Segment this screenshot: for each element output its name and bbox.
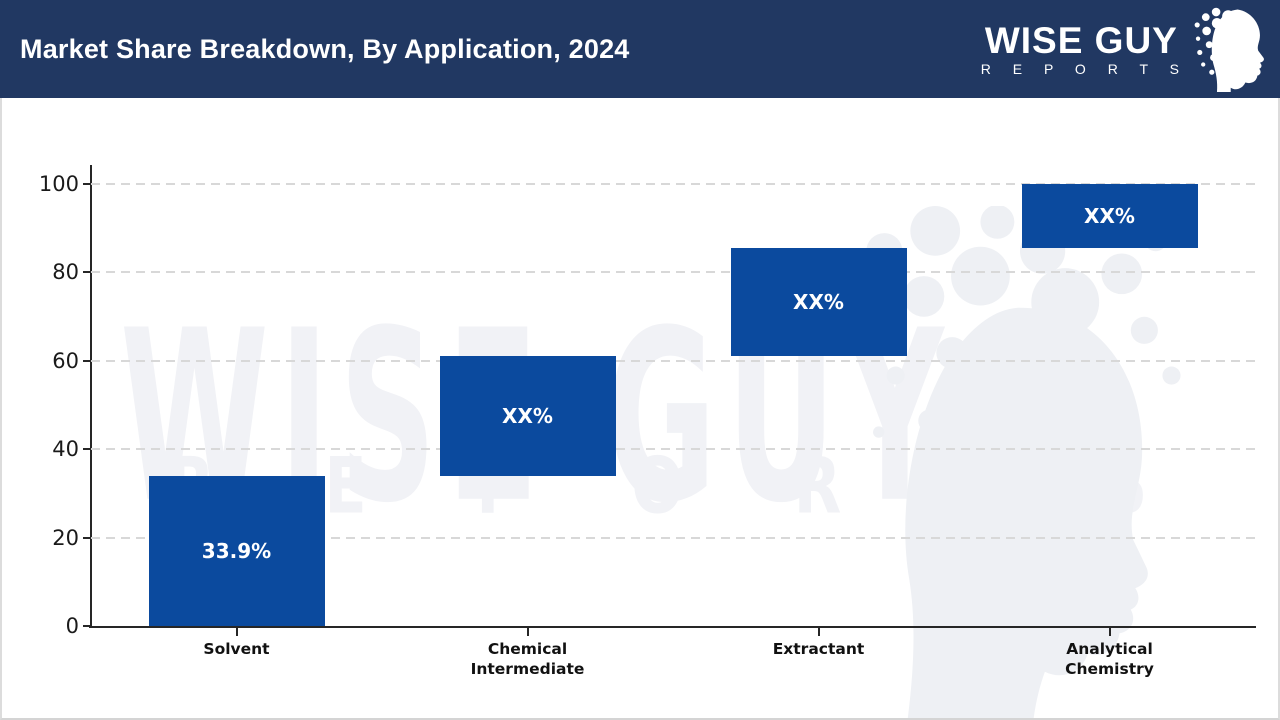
bar-segment-2: XX%: [730, 247, 907, 357]
logo-wordmark: WISE GUY R E P O R T S: [975, 19, 1188, 77]
y-tick-label: 100: [38, 171, 79, 196]
y-axis-line: [90, 165, 92, 628]
y-axis-tick: [83, 271, 91, 273]
bar-value-label: 33.9%: [201, 538, 272, 563]
bar-value-label: XX%: [502, 404, 553, 429]
y-tick-label: 0: [65, 614, 79, 638]
x-axis-tick: [817, 628, 820, 636]
bar-segment-3: XX%: [1021, 183, 1198, 248]
x-axis-tick: [526, 628, 529, 636]
bar-value-label: XX%: [793, 289, 844, 314]
y-axis-tick: [83, 182, 91, 185]
y-tick-label: 20: [52, 525, 79, 550]
y-tick-label: 60: [52, 348, 79, 373]
gridline-40: [91, 448, 1255, 450]
y-axis-tick: [83, 536, 91, 539]
x-axis-tick: [235, 628, 238, 636]
plot-area: 0 20 40 60 80 100 33.9% Solvent XX% Chemical Inte…: [2, 98, 1278, 718]
gridline-60: [91, 359, 1255, 362]
chart-title: Market Share Breakdown, By Application, …: [20, 33, 630, 64]
y-tick-label: 80: [52, 260, 79, 284]
x-tick-label: Chemical Intermediate: [470, 640, 585, 678]
x-tick-label: Extractant: [772, 640, 865, 658]
wise-guy-face-icon: [1194, 7, 1264, 92]
y-axis-tick: [83, 448, 91, 450]
wise-guy-logo: WISE GUY R E P O R T S: [975, 6, 1268, 92]
y-axis-tick: [83, 359, 91, 362]
logo-name-text: WISE GUY: [984, 19, 1178, 61]
x-tick-label: Analytical Chemistry: [1065, 640, 1154, 678]
gridline-100: [91, 182, 1255, 185]
x-tick-label: Solvent: [203, 640, 270, 658]
x-axis-tick: [1108, 628, 1111, 636]
gridline-80: [91, 271, 1255, 273]
y-axis-tick: [83, 625, 91, 627]
gridline-20: [91, 536, 1255, 539]
bar-segment-1: XX%: [439, 356, 616, 476]
bar-value-label: XX%: [1084, 203, 1135, 228]
x-axis-line: [89, 626, 1256, 628]
y-tick-label: 40: [52, 437, 79, 461]
bar-segment-0: 33.9%: [148, 475, 325, 626]
chart-area: WISE GUY R E P O R T S 0 20 40 60 80 100 33.9%…: [0, 98, 1280, 720]
logo-reports-text: R E P O R T S: [980, 60, 1188, 77]
header-bar: Market Share Breakdown, By Application, …: [0, 0, 1280, 98]
